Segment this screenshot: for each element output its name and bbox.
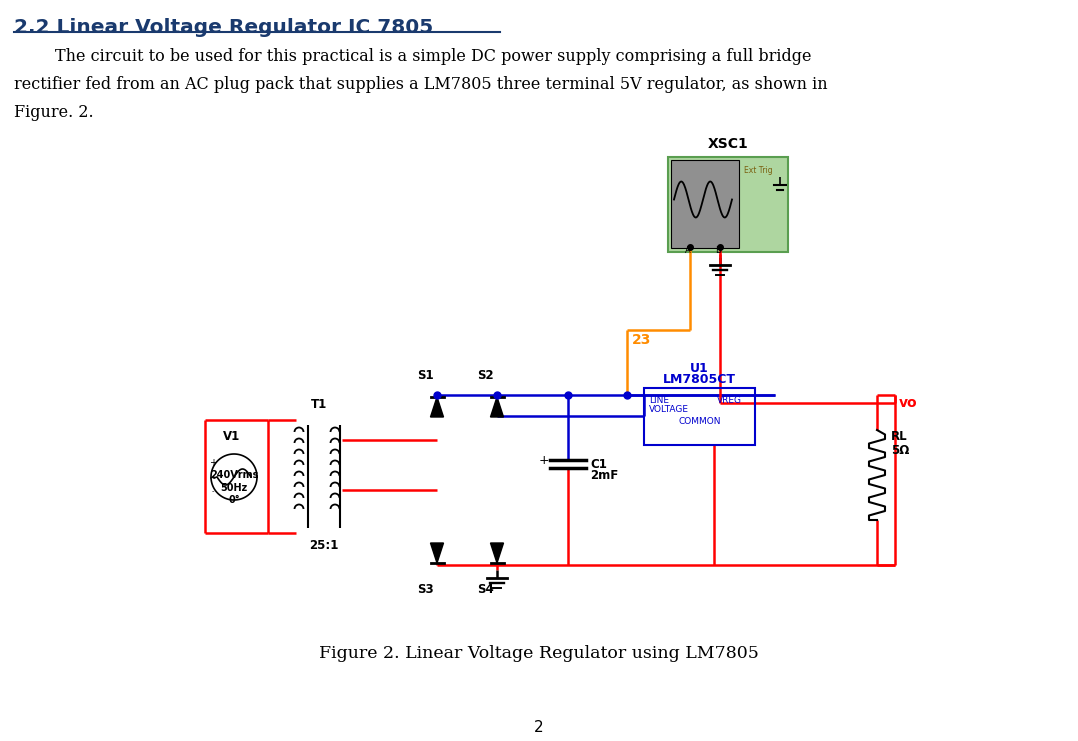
Text: 2: 2 [535, 720, 543, 735]
Polygon shape [490, 543, 503, 563]
Polygon shape [430, 543, 443, 563]
Text: 2.2 Linear Voltage Regulator IC 7805: 2.2 Linear Voltage Regulator IC 7805 [14, 18, 433, 37]
Text: 23: 23 [632, 333, 651, 347]
Text: S3: S3 [417, 583, 434, 596]
Text: 50Hz: 50Hz [220, 483, 248, 493]
Text: +: + [539, 454, 550, 468]
Bar [671, 160, 740, 248]
Polygon shape [430, 397, 443, 417]
Text: rectifier fed from an AC plug pack that supplies a LM7805 three terminal 5V regu: rectifier fed from an AC plug pack that … [14, 76, 828, 93]
Text: Ext Trig: Ext Trig [744, 166, 773, 175]
Text: T1: T1 [310, 398, 327, 411]
Text: RL: RL [892, 430, 908, 443]
Text: Figure. 2.: Figure. 2. [14, 104, 94, 121]
Text: +: + [209, 458, 217, 468]
Text: LINE: LINE [649, 396, 669, 405]
Text: vo: vo [899, 396, 917, 410]
Text: XSC1: XSC1 [707, 137, 748, 151]
Text: A: A [686, 246, 691, 255]
Text: S1: S1 [417, 369, 434, 382]
Text: B: B [715, 246, 721, 255]
Text: COMMON: COMMON [678, 417, 721, 426]
Text: -: - [211, 488, 215, 494]
Text: 240Vrms: 240Vrms [210, 470, 259, 480]
Polygon shape [490, 397, 503, 417]
Text: S4: S4 [478, 583, 494, 596]
Text: ~: ~ [209, 474, 217, 484]
Text: VREG: VREG [717, 396, 742, 405]
Text: 0°: 0° [229, 495, 239, 505]
Text: S2: S2 [478, 369, 494, 382]
Text: 2mF: 2mF [590, 469, 619, 482]
Text: Figure 2. Linear Voltage Regulator using LM7805: Figure 2. Linear Voltage Regulator using… [319, 645, 759, 662]
Text: V1: V1 [223, 430, 240, 443]
Text: The circuit to be used for this practical is a simple DC power supply comprising: The circuit to be used for this practica… [14, 48, 812, 65]
Text: 25:1: 25:1 [309, 539, 338, 552]
Text: U1: U1 [690, 362, 709, 375]
Text: LM7805CT: LM7805CT [663, 373, 736, 386]
Text: 5Ω: 5Ω [892, 444, 910, 457]
Text: VOLTAGE: VOLTAGE [649, 405, 689, 414]
Bar [644, 388, 755, 445]
Bar [668, 157, 788, 252]
Text: C1: C1 [590, 458, 607, 471]
